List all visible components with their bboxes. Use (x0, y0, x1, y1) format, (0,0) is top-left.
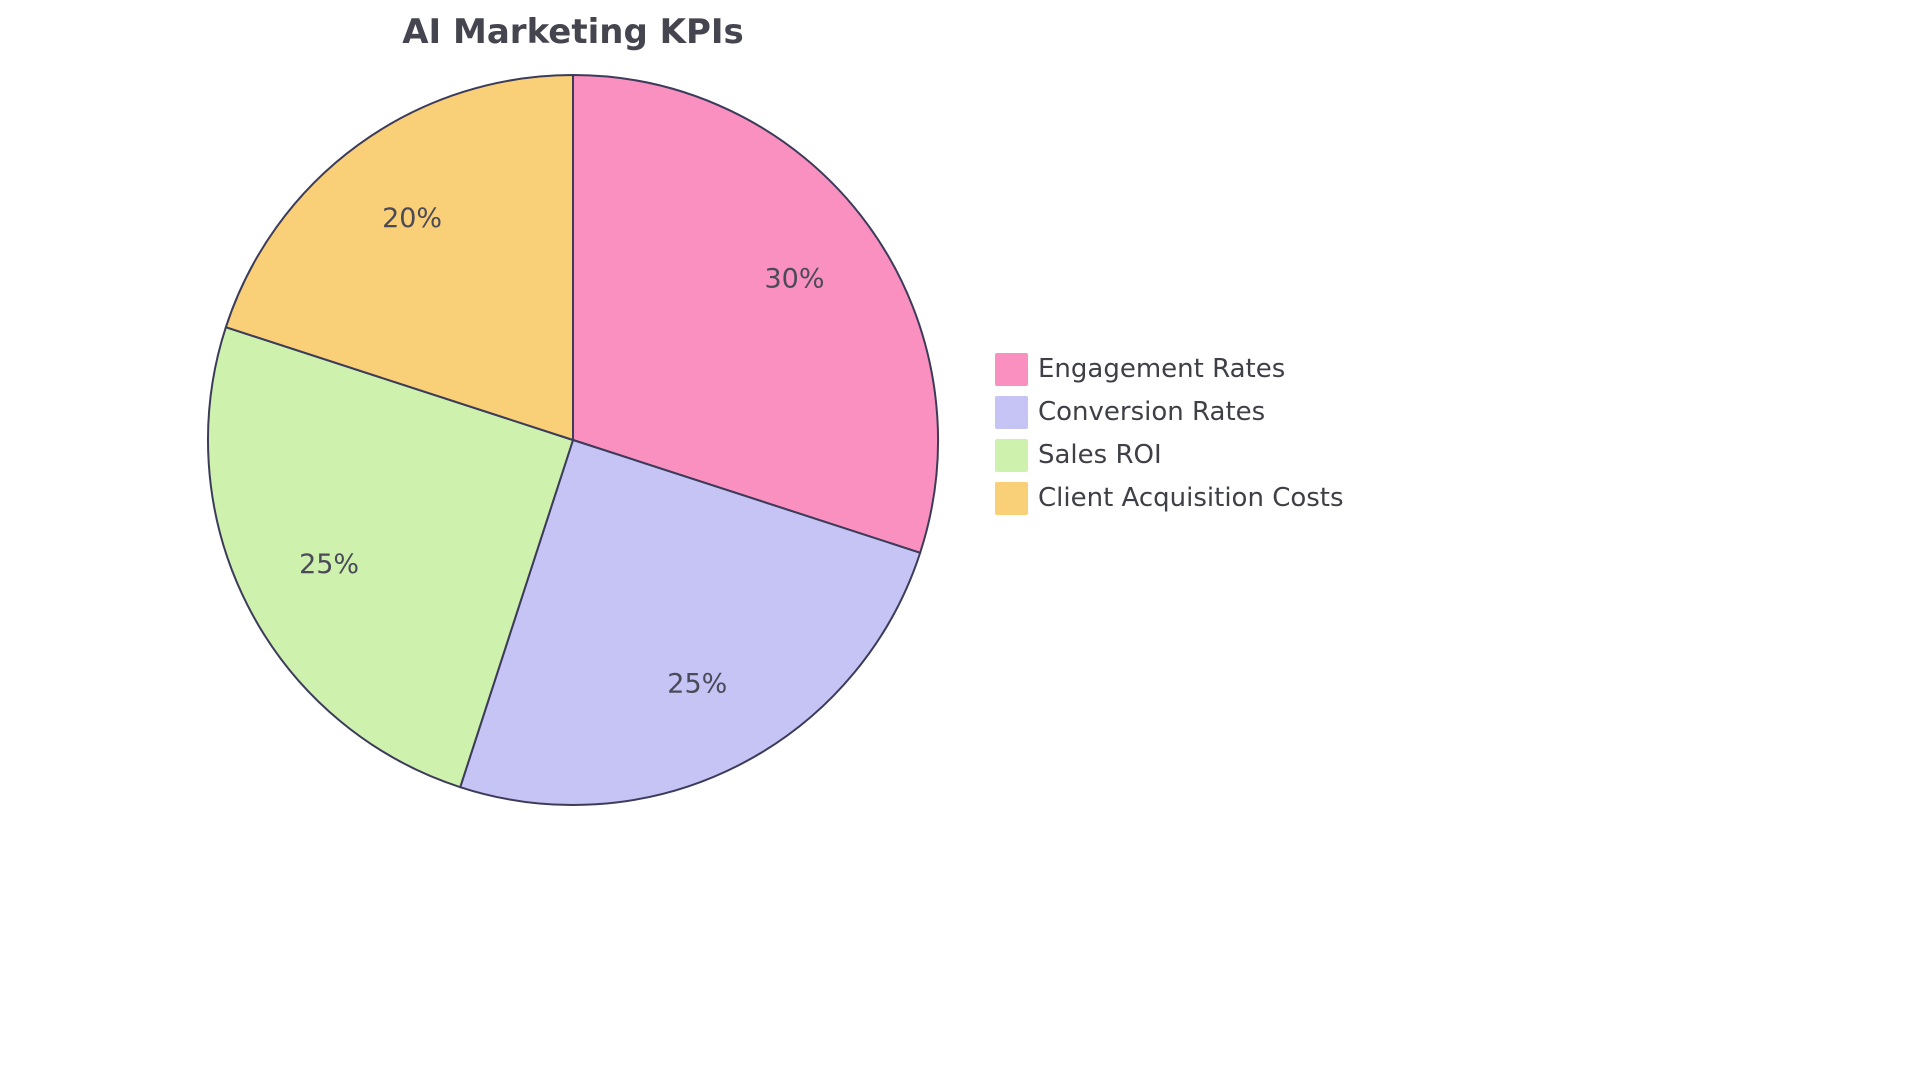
legend-label-3: Sales ROI (1038, 440, 1162, 470)
chart-title: AI Marketing KPIs (402, 12, 744, 52)
pie-slice-1 (572, 74, 939, 554)
pie-slice-2 (459, 439, 922, 806)
pie-slice-label-3: 25% (299, 549, 359, 580)
pie-slice-label-1: 30% (764, 264, 824, 295)
legend-label-1: Engagement Rates (1038, 354, 1286, 384)
legend-item-3: Sales ROI (995, 439, 1344, 472)
legend-swatch-2 (995, 396, 1028, 429)
pie-slice-label-4: 20% (382, 203, 442, 234)
pie-slice-label-2: 25% (667, 668, 727, 699)
chart-legend: Engagement Rates Conversion Rates Sales RO… (995, 353, 1344, 515)
legend-swatch-3 (995, 439, 1028, 472)
legend-swatch-4 (995, 482, 1028, 515)
pie-slice-4 (224, 74, 574, 441)
legend-item-1: Engagement Rates (995, 353, 1344, 386)
legend-label-2: Conversion Rates (1038, 397, 1266, 427)
legend-item-2: Conversion Rates (995, 396, 1344, 429)
legend-item-4: Client Acquisition Costs (995, 482, 1344, 515)
legend-swatch-1 (995, 353, 1028, 386)
pie-slice-3 (207, 326, 574, 789)
legend-label-4: Client Acquisition Costs (1038, 483, 1344, 513)
